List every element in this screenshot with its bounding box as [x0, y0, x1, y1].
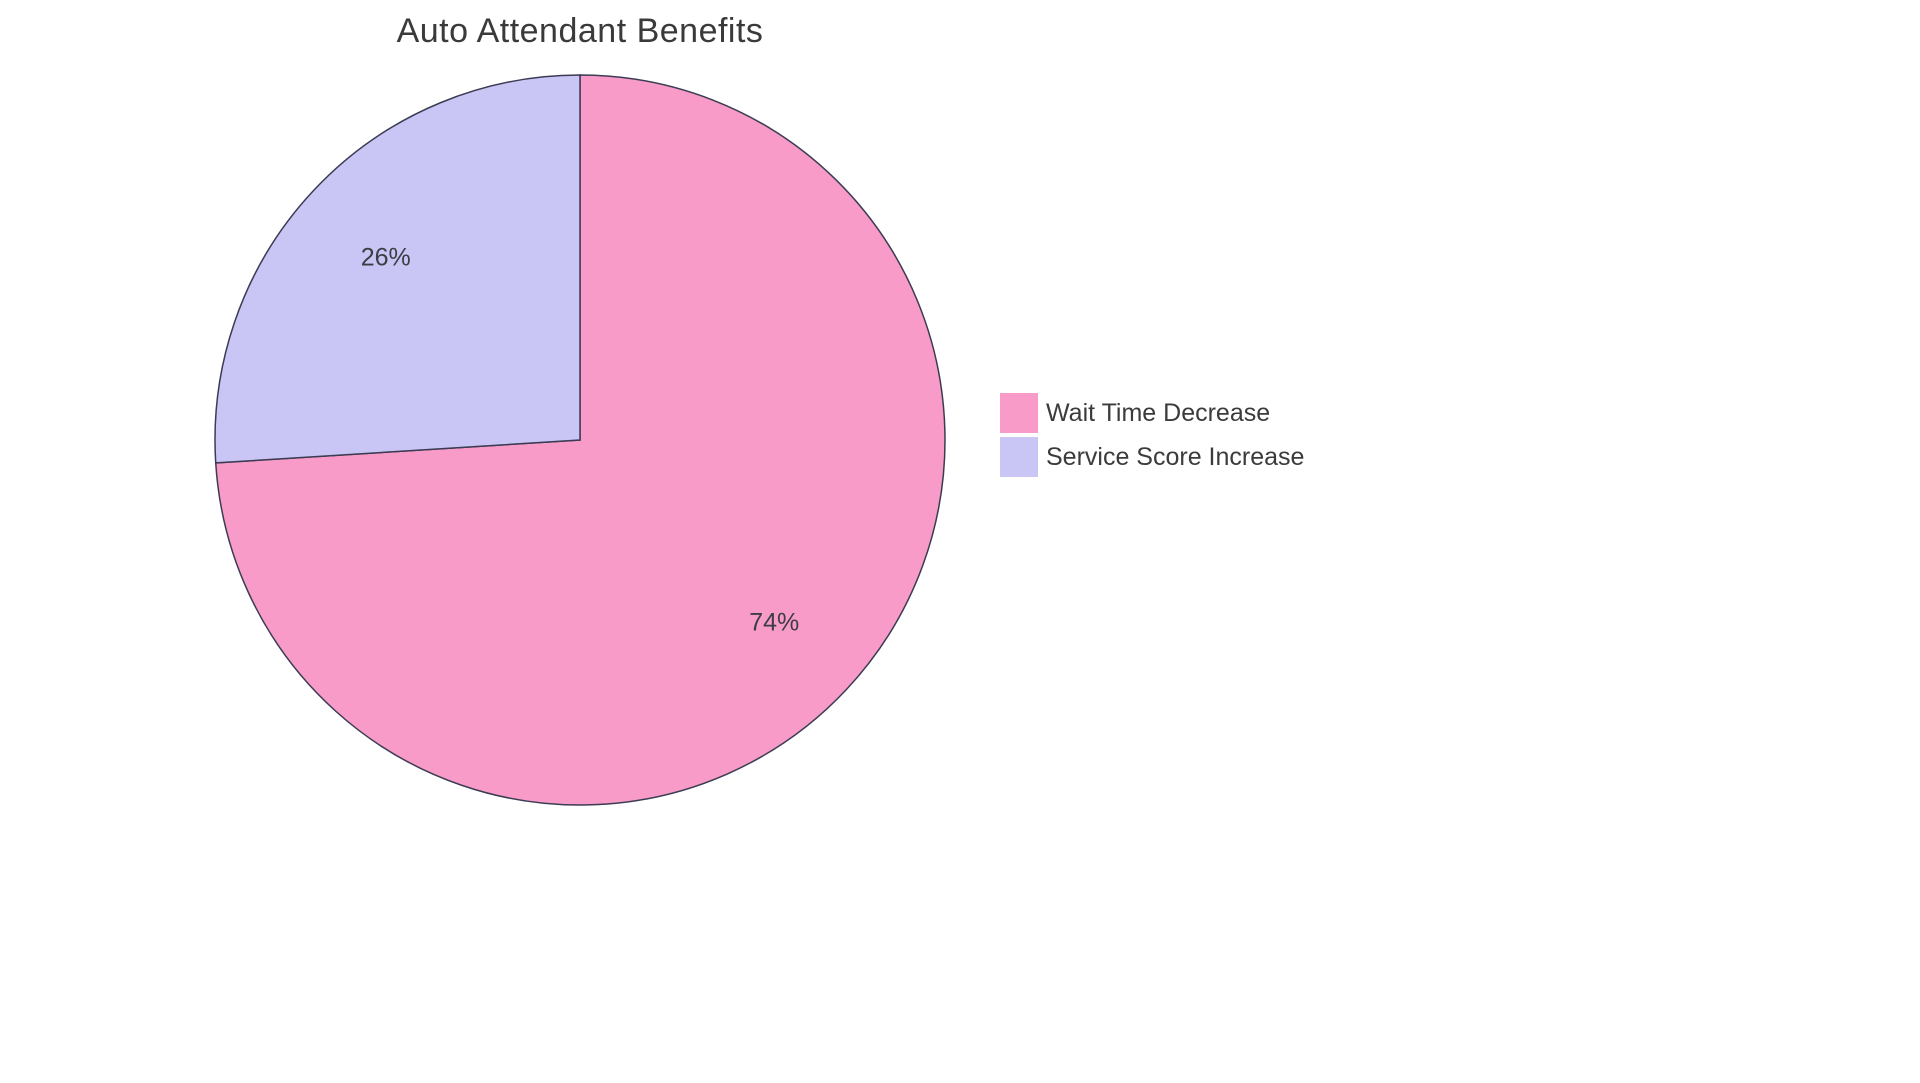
slice-label-wait-time-decrease: 74%	[749, 608, 799, 636]
pie-slice-service-score-increase	[214, 74, 581, 464]
legend-label-wait-time-decrease: Wait Time Decrease	[1046, 398, 1271, 427]
legend-label-service-score-increase: Service Score Increase	[1046, 442, 1305, 471]
legend-item-service-score-increase[interactable]: Service Score Increase	[1000, 437, 1304, 477]
legend-swatch-wait-time-decrease	[1000, 393, 1038, 433]
legend: Wait Time Decrease Service Score Increase	[1000, 393, 1304, 477]
legend-item-wait-time-decrease[interactable]: Wait Time Decrease	[1000, 393, 1304, 433]
slice-label-service-score-increase: 26%	[361, 244, 411, 272]
legend-swatch-service-score-increase	[1000, 437, 1038, 477]
chart-title: Auto Attendant Benefits	[396, 12, 764, 50]
